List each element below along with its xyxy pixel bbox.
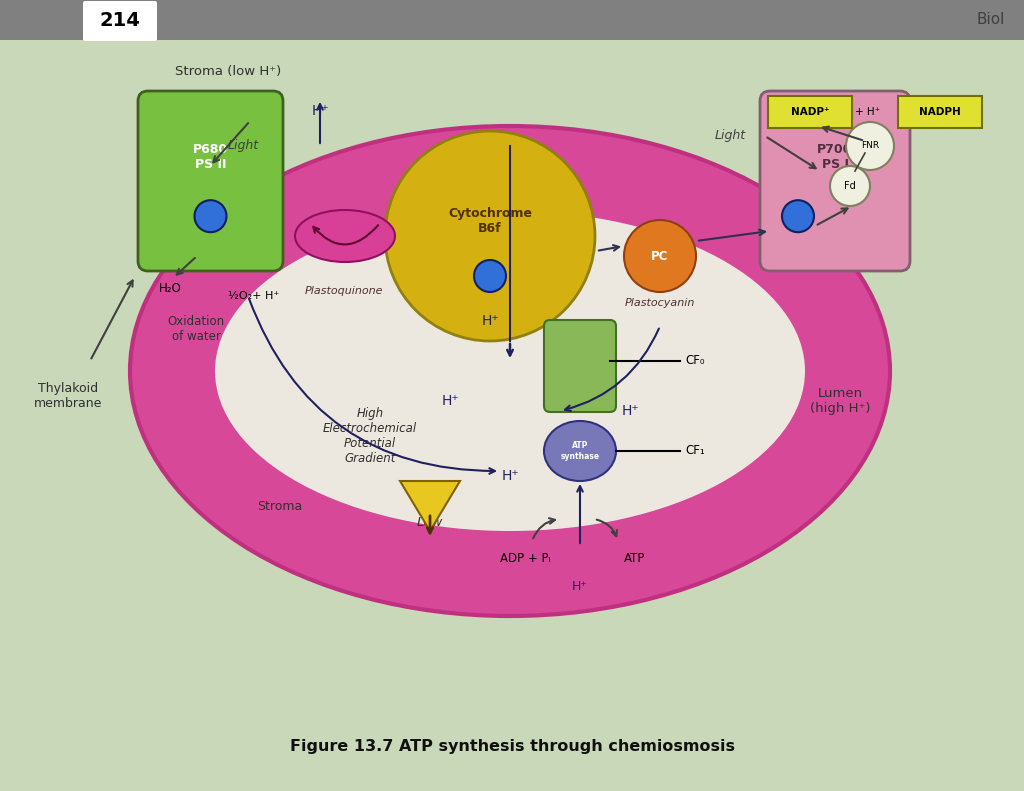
Text: Lumen
(high H⁺): Lumen (high H⁺)	[810, 387, 870, 415]
Text: Low: Low	[417, 517, 443, 529]
Ellipse shape	[385, 131, 595, 341]
Text: Oxidation
of water: Oxidation of water	[168, 315, 224, 343]
FancyBboxPatch shape	[760, 91, 910, 271]
Polygon shape	[400, 481, 460, 531]
Text: Stroma (low H⁺): Stroma (low H⁺)	[175, 65, 282, 78]
Text: Thylakoid
membrane: Thylakoid membrane	[34, 382, 102, 410]
Text: H⁺: H⁺	[501, 469, 519, 483]
Text: NADPH: NADPH	[920, 107, 961, 117]
Circle shape	[830, 166, 870, 206]
Text: Stroma: Stroma	[257, 499, 303, 513]
Circle shape	[195, 200, 226, 233]
Bar	[0, 0, 1024, 40]
Text: H₂O: H₂O	[159, 282, 181, 294]
Text: ADP + Pᵢ: ADP + Pᵢ	[500, 552, 550, 566]
Text: + H⁺: + H⁺	[855, 107, 880, 117]
Text: FNR: FNR	[861, 142, 879, 150]
Text: H⁺: H⁺	[622, 404, 639, 418]
Text: P700
PS I: P700 PS I	[817, 143, 853, 171]
Ellipse shape	[544, 421, 616, 481]
Text: H⁺: H⁺	[481, 314, 499, 328]
Text: High
Electrochemical
Potential
Gradient: High Electrochemical Potential Gradient	[323, 407, 417, 465]
Text: Plastoquinone: Plastoquinone	[305, 286, 384, 296]
Text: PC: PC	[651, 249, 669, 263]
FancyBboxPatch shape	[768, 96, 852, 128]
Ellipse shape	[215, 211, 805, 531]
Text: H⁺: H⁺	[311, 104, 329, 118]
Text: CF₀: CF₀	[685, 354, 705, 368]
Text: Biol: Biol	[977, 13, 1005, 28]
Text: Figure 13.7 ATP synthesis through chemiosmosis: Figure 13.7 ATP synthesis through chemio…	[290, 739, 734, 754]
Text: ATP: ATP	[625, 552, 646, 566]
Text: Fd: Fd	[844, 181, 856, 191]
Ellipse shape	[295, 210, 395, 262]
Text: 214: 214	[99, 10, 140, 29]
Text: Light: Light	[228, 139, 259, 153]
Circle shape	[782, 200, 814, 233]
Circle shape	[474, 260, 506, 292]
Circle shape	[624, 220, 696, 292]
Text: H⁺: H⁺	[441, 394, 459, 408]
Text: Cytochrome
B6f: Cytochrome B6f	[449, 207, 532, 235]
FancyBboxPatch shape	[83, 1, 157, 41]
Text: ½O₂+ H⁺: ½O₂+ H⁺	[228, 291, 280, 301]
Text: CF₁: CF₁	[685, 445, 705, 457]
Circle shape	[846, 122, 894, 170]
Text: Plastocyanin: Plastocyanin	[625, 298, 695, 308]
Text: ATP
synthase: ATP synthase	[560, 441, 600, 460]
Text: H⁺: H⁺	[572, 580, 588, 592]
Ellipse shape	[130, 126, 890, 616]
FancyBboxPatch shape	[138, 91, 283, 271]
FancyBboxPatch shape	[898, 96, 982, 128]
FancyBboxPatch shape	[544, 320, 616, 412]
Text: P680
PS II: P680 PS II	[193, 143, 228, 171]
Text: NADP⁺: NADP⁺	[791, 107, 829, 117]
Text: Light: Light	[715, 130, 746, 142]
